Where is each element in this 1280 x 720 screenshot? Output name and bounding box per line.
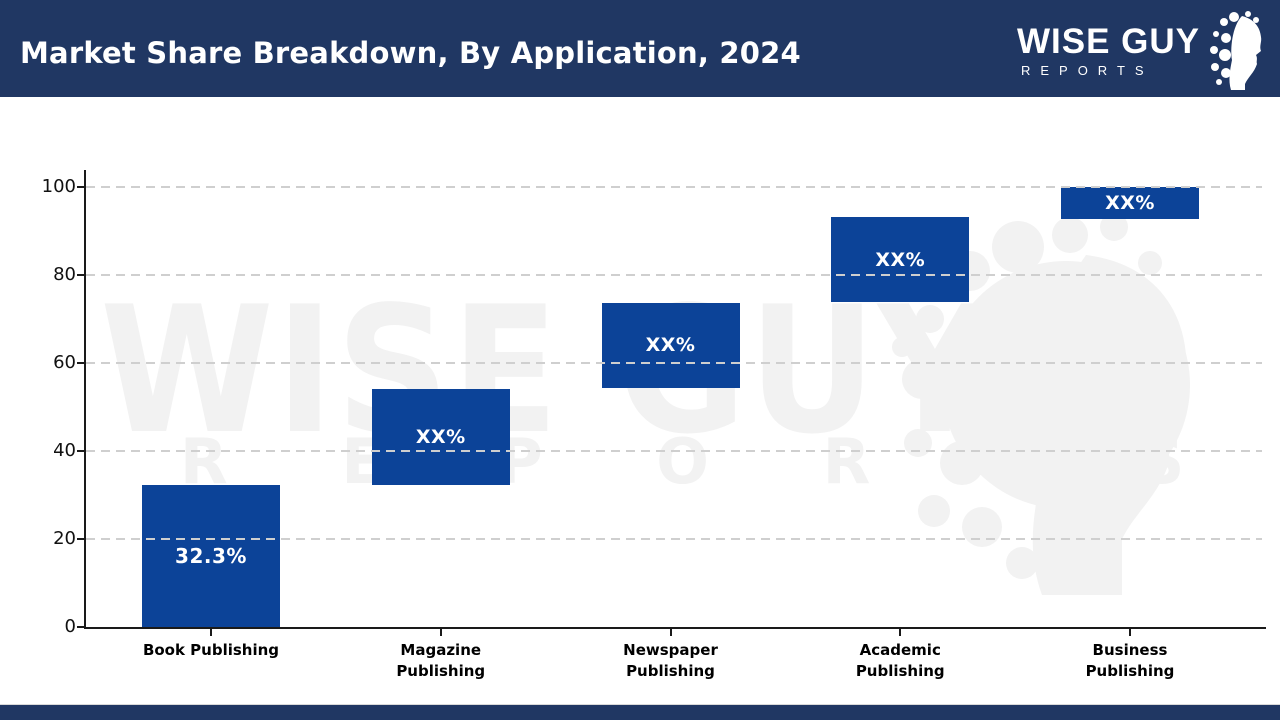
x-tick-mark bbox=[210, 629, 212, 636]
x-tick-label: Magazine Publishing bbox=[396, 641, 486, 680]
y-tick-mark-100 bbox=[77, 186, 84, 188]
y-axis-line bbox=[84, 170, 86, 629]
logo-wiseguy-label: WISE GUY bbox=[1016, 22, 1200, 61]
y-tick-label-20: 20 bbox=[53, 528, 76, 549]
x-tick-mark bbox=[899, 629, 902, 636]
y-tick-mark-0 bbox=[77, 626, 84, 628]
bar-segment: 32.3% bbox=[142, 484, 280, 627]
y-tick-mark-80 bbox=[77, 274, 84, 276]
bar-value-label: 32.3% bbox=[175, 543, 247, 568]
wise-guy-reports-logo: WISE GUY REPORTS bbox=[1017, 8, 1266, 92]
y-tick-label-80: 80 bbox=[53, 264, 76, 285]
bar-value-label: XX% bbox=[415, 425, 466, 448]
bar-segment: XX% bbox=[1061, 187, 1199, 219]
watermark-dotted-head-graphic bbox=[892, 213, 1190, 595]
y-tick-mark-40 bbox=[77, 450, 84, 452]
gridline-40 bbox=[86, 450, 1262, 452]
footer-bar bbox=[0, 705, 1280, 720]
gridline-100 bbox=[86, 186, 1262, 188]
logo-dotted-head-icon bbox=[1210, 11, 1262, 90]
header-bar: Market Share Breakdown, By Application, … bbox=[0, 0, 1280, 97]
y-tick-label-100: 100 bbox=[41, 176, 76, 197]
y-tick-mark-60 bbox=[77, 362, 84, 364]
x-tick-mark bbox=[669, 629, 672, 636]
x-tick-label: Academic Publishing bbox=[855, 641, 945, 680]
gridline-60 bbox=[86, 362, 1262, 364]
y-tick-label-0: 0 bbox=[64, 616, 76, 637]
gridline-20 bbox=[86, 538, 1262, 540]
logo-reports-label: REPORTS bbox=[1020, 63, 1154, 78]
y-tick-label-60: 60 bbox=[53, 352, 76, 373]
bar-value-label: XX% bbox=[1105, 191, 1155, 214]
bar-segment: XX% bbox=[371, 388, 510, 485]
y-tick-label-40: 40 bbox=[53, 440, 76, 461]
gridline-80 bbox=[86, 274, 1262, 276]
x-tick-label: Newspaper Publishing bbox=[623, 641, 718, 680]
watermark-wiseguy-text: WISE GUY bbox=[100, 270, 994, 473]
bar-segment: XX% bbox=[831, 217, 970, 302]
bar-segment: XX% bbox=[601, 302, 740, 388]
bar-value-label: XX% bbox=[875, 248, 926, 271]
x-tick-mark bbox=[1129, 629, 1131, 636]
x-tick-label: Business Publishing bbox=[1085, 641, 1175, 680]
y-tick-mark-20 bbox=[77, 538, 84, 540]
x-tick-label: Book Publishing bbox=[142, 641, 280, 659]
bar-value-label: XX% bbox=[645, 334, 696, 357]
footer-divider-line bbox=[0, 704, 1280, 705]
x-axis-line bbox=[84, 627, 1266, 629]
x-tick-mark bbox=[439, 629, 442, 636]
page-title: Market Share Breakdown, By Application, … bbox=[20, 36, 801, 70]
logo-text: WISE GUY REPORTS bbox=[1017, 22, 1200, 78]
